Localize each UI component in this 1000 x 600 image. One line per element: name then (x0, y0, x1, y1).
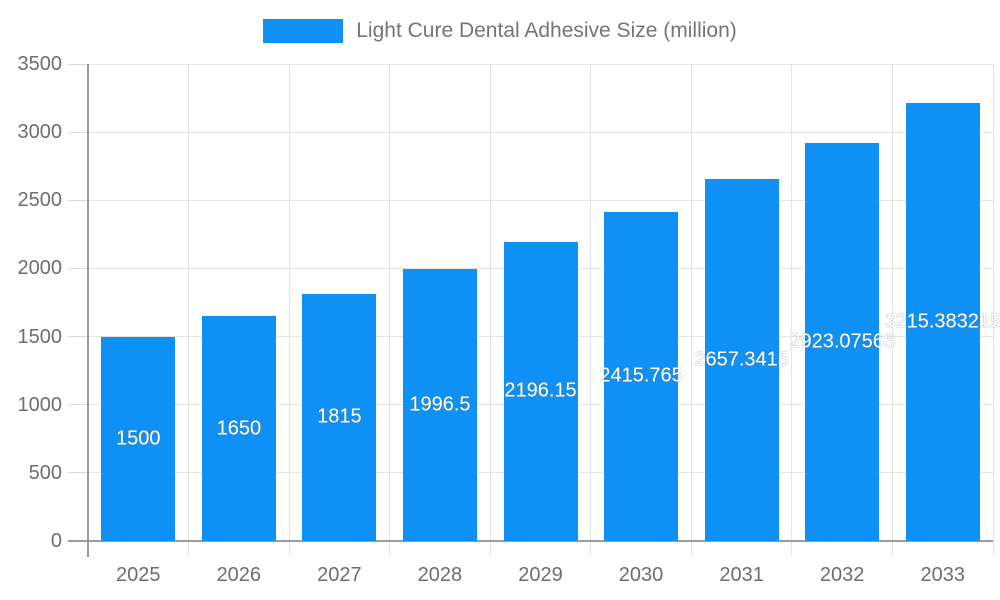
x-tick-label: 2031 (719, 564, 764, 586)
legend-swatch-icon (263, 19, 344, 43)
x-gridline (992, 64, 994, 556)
bar-value-label: 2657.3415 (694, 348, 789, 371)
x-tick-label: 2029 (518, 564, 563, 586)
x-axis-line (68, 540, 993, 542)
bar-2027[interactable] (302, 293, 377, 541)
legend-label: Light Cure Dental Adhesive Size (million… (356, 19, 737, 42)
bar-value-label: 2923.07565 (789, 330, 895, 353)
y-tick-mark (68, 63, 88, 65)
x-gridline (489, 64, 491, 556)
y-tick-label: 3000 (17, 121, 63, 144)
y-tick-mark (68, 472, 88, 474)
bar-2029[interactable] (503, 241, 578, 541)
x-tick-label: 2030 (618, 564, 664, 586)
y-tick-label: 1500 (17, 325, 63, 348)
x-gridline (791, 64, 793, 556)
legend-item[interactable]: Light Cure Dental Adhesive Size (million… (0, 17, 1000, 45)
bar-2028[interactable] (402, 268, 477, 541)
bar-2030[interactable] (604, 211, 679, 541)
bar-value-label: 1650 (216, 417, 262, 440)
x-gridline (891, 64, 893, 556)
y-tick-mark (68, 199, 88, 201)
y-gridline (88, 199, 993, 201)
y-tick-label: 2000 (17, 257, 63, 280)
y-tick-mark (68, 404, 88, 406)
bar-value-label: 2196.15 (504, 379, 577, 402)
x-gridline (389, 64, 391, 556)
bar-2026[interactable] (201, 316, 276, 541)
y-tick-mark (68, 267, 88, 269)
y-tick-mark (68, 336, 88, 338)
x-gridline (188, 64, 190, 556)
y-tick-label: 3500 (17, 53, 63, 75)
x-tick-label: 2025 (116, 564, 161, 586)
bar-value-label: 1996.5 (409, 393, 471, 416)
x-tick-label: 2033 (920, 564, 965, 586)
bar-value-label: 3215.383215 (884, 310, 1000, 333)
y-tick-mark (68, 131, 88, 133)
bar-value-label: 1815 (317, 405, 362, 428)
y-tick-label: 2500 (17, 189, 63, 212)
bar-2025[interactable] (101, 336, 176, 541)
bar-2032[interactable] (805, 142, 880, 541)
y-gridline (88, 131, 993, 133)
y-tick-label: 0 (50, 530, 62, 552)
y-tick-label: 1000 (17, 393, 63, 416)
x-gridline (690, 64, 692, 556)
x-tick-label: 2027 (317, 564, 362, 586)
x-gridline (590, 64, 592, 556)
x-tick-label: 2032 (819, 564, 865, 586)
x-tick-label: 2026 (216, 564, 262, 586)
bar-value-label: 2415.765 (599, 364, 683, 387)
bar-2033[interactable] (905, 102, 980, 541)
x-tick-label: 2028 (417, 564, 463, 586)
x-gridline (288, 64, 290, 556)
y-gridline (88, 63, 993, 65)
y-tick-label: 500 (28, 461, 62, 484)
y-axis-line (87, 64, 89, 557)
bar-value-label: 1500 (116, 427, 161, 450)
bar-2031[interactable] (704, 178, 779, 541)
